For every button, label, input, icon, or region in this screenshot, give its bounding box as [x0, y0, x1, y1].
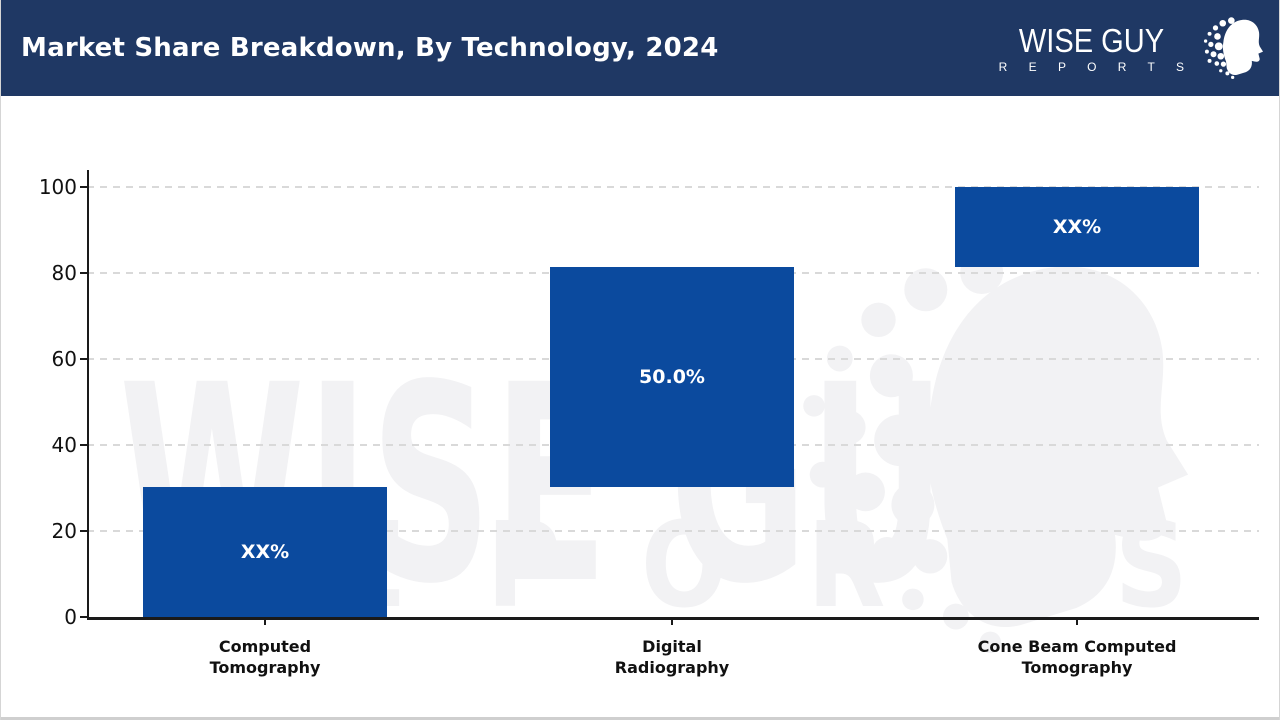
- x-tick-label: Cone Beam Computed Tomography: [917, 636, 1237, 678]
- page-title: Market Share Breakdown, By Technology, 2…: [21, 33, 719, 63]
- x-axis-spine: [87, 617, 1259, 620]
- y-tick-label: 40: [51, 433, 77, 457]
- y-tick-label: 60: [51, 347, 77, 371]
- bar-value-label: 50.0%: [639, 365, 705, 388]
- x-tick-label: Digital Radiography: [512, 636, 832, 678]
- x-tick-mark: [264, 619, 266, 625]
- bar-value-label: XX%: [240, 540, 290, 563]
- bar-value-label: XX%: [1052, 215, 1102, 238]
- y-tick-label: 0: [64, 605, 77, 629]
- x-tick-label-line: Tomography: [209, 658, 321, 677]
- y-tick-mark: [80, 272, 87, 274]
- bar-1: [143, 486, 387, 617]
- y-tick-mark: [80, 530, 87, 532]
- gridline: [87, 186, 1259, 188]
- bar-2: [550, 266, 794, 487]
- chart-canvas: WISE GUY R E P O R T S 020406080100XX%50…: [1, 96, 1279, 717]
- y-tick-label: 100: [38, 175, 77, 199]
- x-tick-label-line: Cone Beam Computed: [977, 637, 1177, 656]
- x-tick-label-line: Digital: [642, 637, 702, 656]
- x-tick-label-line: Radiography: [614, 658, 730, 677]
- wise-guy-reports-logo: WISE GUY R E P O R T S: [990, 8, 1279, 88]
- x-tick-label-line: Computed: [218, 637, 312, 656]
- logo-text: WISE GUY R E P O R T S: [990, 24, 1193, 73]
- y-tick-mark: [80, 358, 87, 360]
- header-bar: Market Share Breakdown, By Technology, 2…: [1, 0, 1279, 96]
- x-tick-mark: [671, 619, 673, 625]
- logo-wordmark: WISE GUY: [1018, 21, 1164, 59]
- x-tick-label-line: Tomography: [1021, 658, 1133, 677]
- y-tick-mark: [80, 444, 87, 446]
- y-tick-mark: [80, 186, 87, 188]
- y-tick-label: 80: [51, 261, 77, 285]
- y-axis-spine: [87, 170, 89, 619]
- y-tick-label: 20: [51, 519, 77, 543]
- y-tick-mark: [80, 616, 87, 618]
- watermark-head-icon: [803, 251, 1189, 654]
- logo-subtitle: R E P O R T S: [998, 59, 1193, 74]
- gridline: [87, 530, 1259, 532]
- logo-head-icon: [1203, 17, 1264, 80]
- x-tick-label: Computed Tomography: [105, 636, 425, 678]
